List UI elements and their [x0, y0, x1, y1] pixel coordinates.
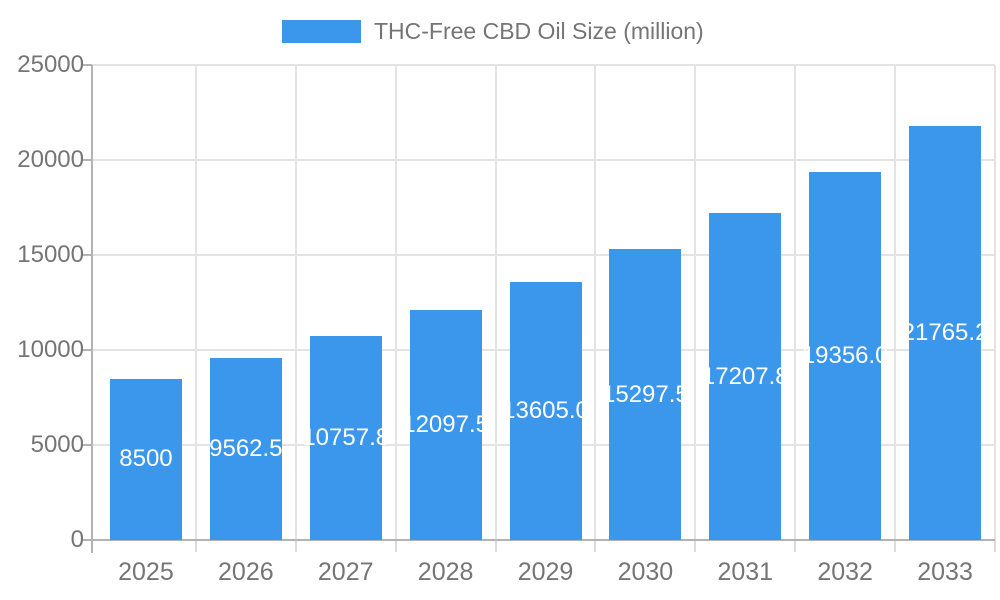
- h-gridline: [92, 64, 995, 66]
- y-axis-tick: [82, 159, 92, 161]
- bar-2027[interactable]: [309, 335, 382, 540]
- y-tick-label: 20000: [17, 146, 84, 173]
- bar-2028[interactable]: [409, 310, 482, 540]
- bar-2026[interactable]: [209, 358, 282, 540]
- legend-swatch-icon: [282, 20, 361, 43]
- y-axis-tick: [82, 254, 92, 256]
- x-axis-tick: [894, 540, 897, 552]
- v-gridline: [794, 65, 797, 540]
- bar-2031[interactable]: [709, 213, 782, 540]
- y-axis-tick: [82, 539, 92, 541]
- x-axis-tick: [294, 540, 297, 552]
- legend-label: THC-Free CBD Oil Size (million): [374, 18, 704, 44]
- y-axis-tick: [82, 349, 92, 351]
- v-gridline: [894, 65, 897, 540]
- x-tick-label: 2031: [717, 558, 774, 586]
- x-tick-label: 2027: [317, 558, 374, 586]
- x-axis-tick: [594, 540, 597, 552]
- x-axis-tick: [194, 540, 197, 552]
- h-gridline: [92, 159, 995, 161]
- x-tick-label: 2026: [218, 558, 274, 586]
- x-axis-tick: [494, 540, 497, 552]
- x-tick-label: 2025: [118, 558, 174, 586]
- h-gridline: [92, 254, 995, 256]
- x-axis-tick: [394, 540, 397, 552]
- y-tick-label: 15000: [17, 241, 84, 268]
- x-tick-label: 2028: [417, 558, 474, 586]
- bar-2025[interactable]: [109, 378, 182, 540]
- y-tick-label: 10000: [17, 336, 84, 363]
- v-gridline: [594, 65, 597, 540]
- bar-2032[interactable]: [809, 172, 882, 540]
- legend-item[interactable]: THC-Free CBD Oil Size (million): [282, 18, 704, 45]
- x-axis-tick: [694, 540, 697, 552]
- v-gridline: [694, 65, 697, 540]
- y-tick-label: 25000: [17, 51, 84, 78]
- bar-2030[interactable]: [609, 249, 682, 540]
- bar-2029[interactable]: [509, 281, 582, 540]
- x-tick-label: 2032: [817, 558, 873, 586]
- y-axis-tick: [82, 444, 92, 446]
- y-axis-tick: [82, 64, 92, 66]
- v-gridline: [394, 65, 397, 540]
- v-gridline: [294, 65, 297, 540]
- bar-2033[interactable]: [909, 126, 982, 540]
- y-axis-line: [91, 65, 93, 553]
- y-tick-label: 0: [70, 526, 84, 553]
- x-tick-label: 2029: [517, 558, 574, 586]
- x-axis-line: [92, 539, 995, 541]
- x-axis-tick: [794, 540, 797, 552]
- v-gridline: [994, 65, 996, 540]
- v-gridline: [494, 65, 497, 540]
- legend: THC-Free CBD Oil Size (million): [0, 0, 1000, 56]
- x-tick-label: 2030: [617, 558, 674, 586]
- y-tick-label: 5000: [30, 431, 84, 458]
- x-tick-label: 2033: [917, 558, 973, 586]
- x-axis-tick: [994, 540, 996, 552]
- v-gridline: [194, 65, 197, 540]
